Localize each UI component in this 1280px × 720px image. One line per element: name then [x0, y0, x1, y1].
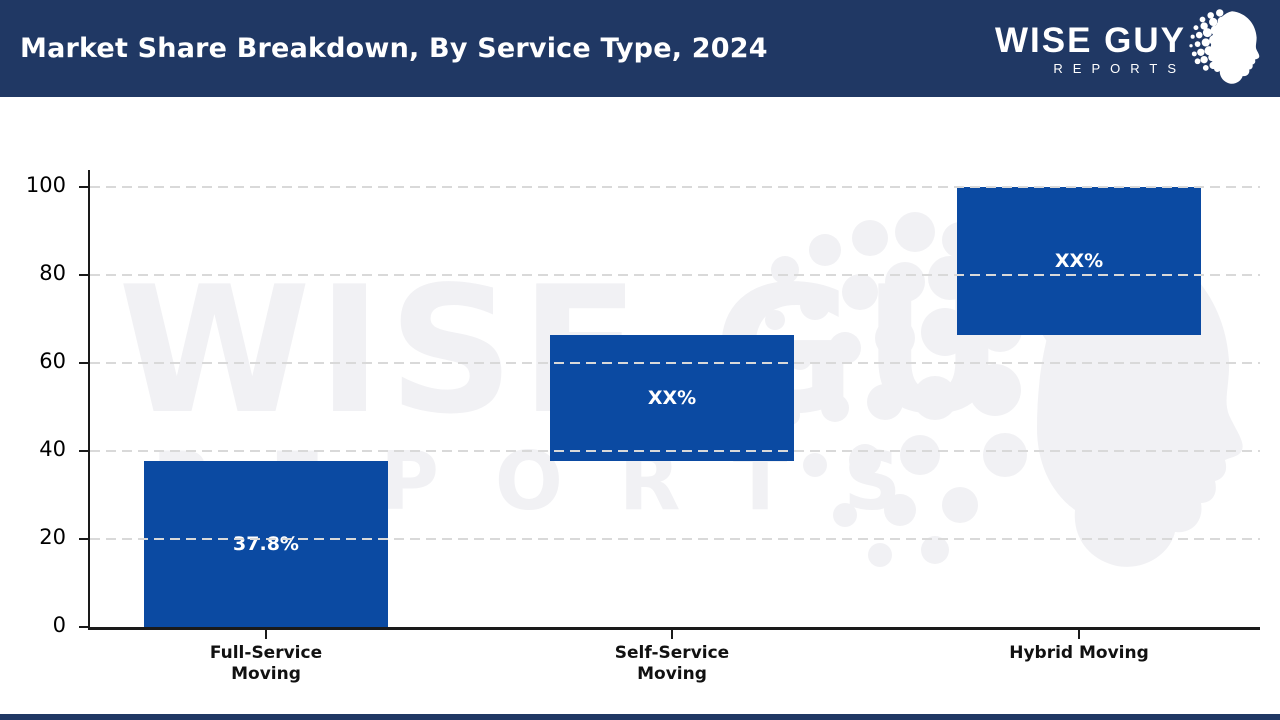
y-tick-mark-0: [79, 626, 88, 628]
y-tick-mark-80: [79, 274, 88, 276]
x-tick-mark-full-service-moving: [265, 630, 267, 639]
bar-full-service-moving: 37.8%: [144, 460, 388, 627]
wiseguy-logo: WISE GUY REPORTS: [995, 8, 1266, 90]
header-bar: Market Share Breakdown, By Service Type,…: [0, 0, 1280, 97]
wiseguy-face-icon: [1189, 9, 1260, 84]
gridline-100: [90, 186, 1260, 188]
gridline-20: [90, 538, 1260, 540]
category-label-self-service-moving: Self-Service Moving: [552, 643, 792, 685]
footer-bar: [0, 714, 1280, 720]
y-tick-label-20: 20: [39, 525, 66, 549]
category-label-line: Moving: [231, 664, 301, 684]
x-tick-mark-self-service-moving: [671, 630, 673, 639]
bar-value-label-self-service-moving: XX%: [647, 386, 697, 409]
y-tick-label-100: 100: [25, 173, 66, 197]
y-tick-mark-60: [79, 362, 88, 364]
x-tick-mark-hybrid-moving: [1078, 630, 1080, 639]
category-label-line: Full-Service: [209, 643, 323, 663]
y-tick-label-0: 0: [52, 613, 66, 637]
category-label-hybrid-moving: Hybrid Moving: [959, 643, 1199, 664]
y-tick-mark-100: [79, 186, 88, 188]
category-label-line: Hybrid Moving: [1009, 643, 1149, 663]
bar-value-label-full-service-moving: 37.8%: [233, 532, 299, 555]
gridline-60: [90, 362, 1260, 364]
y-tick-mark-40: [79, 450, 88, 452]
gridline-40: [90, 450, 1260, 452]
category-label-line: Moving: [637, 664, 707, 684]
category-label-line: Self-Service: [614, 643, 730, 663]
y-tick-label-80: 80: [39, 261, 66, 285]
y-tick-mark-20: [79, 538, 88, 540]
y-tick-label-60: 60: [39, 349, 66, 373]
wiseguy-logo-line1: WISE GUY: [994, 20, 1186, 60]
bar-hybrid-moving: XX%: [957, 187, 1201, 336]
y-tick-label-40: 40: [39, 437, 66, 461]
gridline-80: [90, 274, 1260, 276]
bar-value-label-hybrid-moving: XX%: [1054, 250, 1104, 273]
page-title: Market Share Breakdown, By Service Type,…: [20, 33, 768, 64]
wiseguy-logo-text: WISE GUY REPORTS: [994, 20, 1186, 77]
bar-self-service-moving: XX%: [550, 335, 794, 461]
plot-area: 0 20 40 60 80 100 37.8% XX% XX% Full-Service Movin…: [26, 170, 1260, 684]
category-label-full-service-moving: Full-Service Moving: [146, 643, 386, 685]
wiseguy-logo-line2: REPORTS: [1053, 60, 1186, 76]
